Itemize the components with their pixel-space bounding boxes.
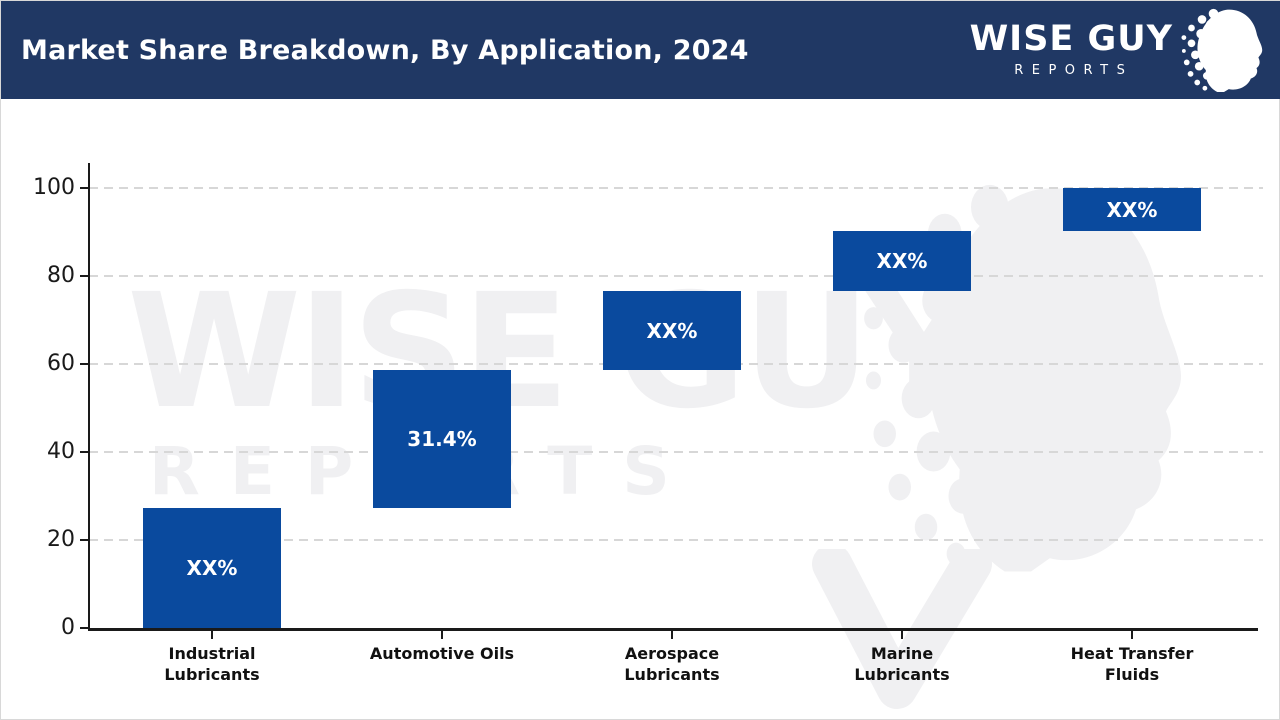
x-category-label: Heat Transfer Fluids [1070,644,1194,684]
grid-line [89,451,1263,453]
bar: XX% [143,508,281,628]
x-category-label: Automotive Oils [369,644,515,663]
x-axis-line [88,628,1258,631]
y-tick-label: 100 [33,175,75,200]
bar: XX% [603,290,741,371]
x-tick-mark [441,630,443,639]
logo-wordmark: WISE GUY [969,19,1173,59]
x-category-label: Marine Lubricants [854,644,950,684]
y-tick-mark [80,275,89,277]
y-tick-label: 0 [61,615,75,640]
y-tick-mark [80,363,89,365]
y-tick-mark [80,627,89,629]
bar-value-label: XX% [646,318,698,343]
grid-line [89,187,1263,189]
watermark-check-graphic [812,549,992,709]
bar: XX% [1063,188,1201,232]
logo-subtitle: REPORTS [1014,63,1134,78]
logo-text: WISE GUY REPORTS [969,19,1173,79]
y-tick-mark [80,539,89,541]
bar: 31.4% [373,370,511,509]
x-category-label: Industrial Lubricants [164,644,260,684]
x-category-label: Aerospace Lubricants [624,644,720,684]
grid-line [89,539,1263,541]
wiseguy-logo: WISE GUY REPORTS [970,7,1273,93]
bar-value-label: XX% [1106,197,1158,222]
x-tick-mark [211,630,213,639]
y-tick-mark [80,451,89,453]
y-tick-label: 60 [47,351,75,376]
grid-line [89,275,1263,277]
bar-value-label: XX% [876,249,928,274]
x-tick-mark [901,630,903,639]
y-tick-label: 20 [47,527,75,552]
watermark-wordmark: WISE GUY [127,260,981,444]
bar-value-label: XX% [186,556,238,581]
y-tick-mark [80,187,89,189]
bar-value-label: 31.4% [407,427,477,452]
y-tick-label: 40 [47,439,75,464]
x-tick-mark [671,630,673,639]
x-tick-mark [1131,630,1133,639]
header-bar: Market Share Breakdown, By Application, … [1,1,1280,99]
chart-title: Market Share Breakdown, By Application, … [21,34,749,66]
bar: XX% [833,231,971,291]
logo-head-icon [1175,7,1273,93]
y-tick-label: 80 [47,263,75,288]
y-axis-line [88,163,90,631]
